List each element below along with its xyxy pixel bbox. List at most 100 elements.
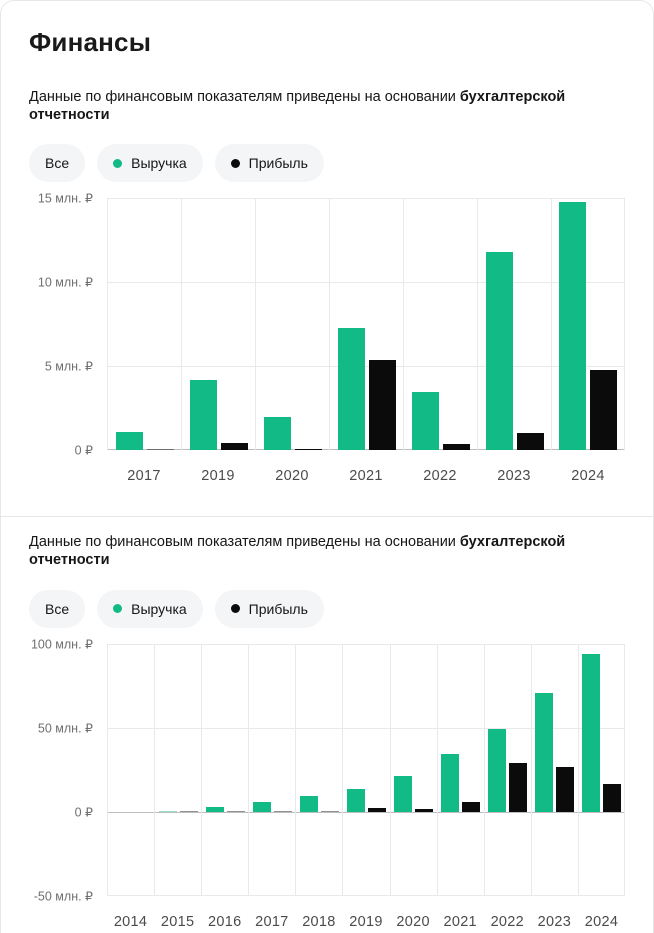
bar-revenue-2018[interactable] xyxy=(299,796,318,812)
bar-group-2016: 2016 xyxy=(201,643,248,930)
bar-profit-2019[interactable] xyxy=(368,808,387,812)
plot-area: 2014 2015 2016 2017 2018 2019 2020 2021 2022 2023… xyxy=(107,643,626,930)
filter-profit-label: Прибыль xyxy=(248,600,308,617)
x-axis-tick-label: 2022 xyxy=(490,913,525,930)
y-axis-tick-label: 15 млн. ₽ xyxy=(37,191,93,206)
x-axis-tick-label: 2019 xyxy=(349,913,383,930)
bar-revenue-2021[interactable] xyxy=(337,327,365,451)
x-axis-tick-label: 2020 xyxy=(275,468,309,485)
plot-cell xyxy=(329,198,403,451)
bar-profit-2023[interactable] xyxy=(516,433,544,451)
gridline xyxy=(107,727,625,729)
plot-cell xyxy=(403,198,477,451)
plot-cell xyxy=(107,643,154,896)
bar-profit-2022[interactable] xyxy=(509,762,528,812)
bar-revenue-2024[interactable] xyxy=(559,201,586,451)
filter-all-button[interactable]: Все xyxy=(29,144,86,183)
bars xyxy=(485,644,531,812)
bar-group-2023: 2023 xyxy=(477,198,551,484)
bar-revenue-2017[interactable] xyxy=(115,431,143,451)
bar-group-2017: 2017 xyxy=(107,198,181,484)
note-bold-text: бухгалтерской отчетности xyxy=(29,534,566,569)
bar-revenue-2020[interactable] xyxy=(263,416,291,451)
bar-group-2022: 2022 xyxy=(403,198,477,484)
finance-section-overview: Данные по финансовым показателям приведе… xyxy=(29,533,626,930)
plot-cell xyxy=(477,198,551,451)
bar-group-2020: 2020 xyxy=(389,643,437,930)
bar-profit-2024[interactable] xyxy=(602,783,621,812)
filter-all-button[interactable]: Все xyxy=(29,589,86,628)
x-axis-tick-label: 2017 xyxy=(127,468,161,485)
bars xyxy=(330,198,403,451)
bar-profit-2023[interactable] xyxy=(556,766,575,812)
bar-group-2022: 2022 xyxy=(483,643,531,930)
bars xyxy=(404,198,477,451)
bar-revenue-2020[interactable] xyxy=(394,776,413,812)
x-axis-tick-label: 2018 xyxy=(302,913,336,930)
bars xyxy=(579,644,624,812)
plot-cell xyxy=(201,643,248,896)
bars xyxy=(155,644,201,812)
bar-profit-2021[interactable] xyxy=(368,360,396,451)
bar-profit-2020[interactable] xyxy=(415,808,434,812)
bar-group-2014: 2014 xyxy=(107,643,154,930)
bar-profit-2016[interactable] xyxy=(226,810,245,812)
bar-group-2019: 2019 xyxy=(342,643,389,930)
bar-revenue-2015[interactable] xyxy=(158,810,177,812)
y-axis: 100 млн. ₽ 50 млн. ₽ 0 ₽ -50 млн. ₽ xyxy=(29,637,107,903)
bars xyxy=(296,644,342,812)
revenue-legend-dot-icon xyxy=(113,158,123,168)
y-axis-tick-label: 50 млн. ₽ xyxy=(37,721,93,735)
bar-revenue-2023[interactable] xyxy=(535,693,554,812)
bar-group-2021: 2021 xyxy=(436,643,484,930)
plot-cell xyxy=(436,643,484,896)
filter-profit-button[interactable]: Прибыль xyxy=(214,144,324,183)
bar-profit-2019[interactable] xyxy=(220,442,248,451)
filter-revenue-button[interactable]: Выручка xyxy=(97,589,203,628)
y-axis-tick-label: 5 млн. ₽ xyxy=(44,359,93,374)
bar-group-2018: 2018 xyxy=(295,643,342,930)
bar-revenue-2024[interactable] xyxy=(581,654,600,812)
bar-profit-2018[interactable] xyxy=(320,810,339,812)
bar-profit-2015[interactable] xyxy=(179,810,198,812)
finance-bar-chart-detail: 15 млн. ₽10 млн. ₽5 млн. ₽0 ₽ 2017 2019 20… xyxy=(29,192,625,484)
data-source-note: Данные по финансовым показателям приведе… xyxy=(29,88,625,124)
bars xyxy=(256,198,329,451)
gridlines xyxy=(107,643,625,896)
bar-group-2019: 2019 xyxy=(181,198,255,484)
bar-group-2020: 2020 xyxy=(255,198,329,484)
filter-profit-button[interactable]: Прибыль xyxy=(214,589,324,628)
bars xyxy=(343,644,389,812)
bar-group-2017: 2017 xyxy=(248,643,295,930)
filter-bar: Все Выручка Прибыль xyxy=(29,144,625,183)
bar-profit-2024[interactable] xyxy=(590,369,617,451)
bar-revenue-2016[interactable] xyxy=(205,806,224,812)
note-text: Данные по финансовым показателям приведе… xyxy=(29,89,456,105)
bar-profit-2017[interactable] xyxy=(146,449,174,451)
bar-group-2024: 2024 xyxy=(577,643,626,930)
y-axis-tick-label: 100 млн. ₽ xyxy=(30,637,93,651)
filter-revenue-button[interactable]: Выручка xyxy=(97,144,203,183)
bar-revenue-2019[interactable] xyxy=(189,379,217,451)
zero-gridline xyxy=(107,449,625,451)
bar-revenue-2019[interactable] xyxy=(347,788,366,812)
revenue-legend-dot-icon xyxy=(113,604,123,613)
bar-revenue-2022[interactable] xyxy=(488,729,507,812)
y-axis: 15 млн. ₽ 10 млн. ₽ 5 млн. ₽ 0 ₽ xyxy=(29,192,107,458)
data-source-note: Данные по финансовым показателям приведе… xyxy=(29,533,625,569)
x-axis-tick-label: 2015 xyxy=(160,913,195,930)
profit-legend-dot-icon xyxy=(230,158,240,168)
bar-profit-2022[interactable] xyxy=(442,443,470,451)
bar-revenue-2023[interactable] xyxy=(485,252,513,451)
bar-group-2024: 2024 xyxy=(551,198,625,484)
x-axis-tick-label: 2014 xyxy=(113,913,148,930)
bar-revenue-2021[interactable] xyxy=(441,754,460,812)
bar-profit-2020[interactable] xyxy=(294,448,322,451)
plot-cell xyxy=(181,198,255,451)
bar-profit-2017[interactable] xyxy=(273,810,292,812)
gridline xyxy=(107,198,625,200)
bar-revenue-2017[interactable] xyxy=(252,802,271,812)
bar-groups: 2017 2019 2020 2021 2022 2023 2024 xyxy=(107,198,625,484)
bar-revenue-2022[interactable] xyxy=(411,392,439,451)
bar-profit-2021[interactable] xyxy=(462,802,481,812)
